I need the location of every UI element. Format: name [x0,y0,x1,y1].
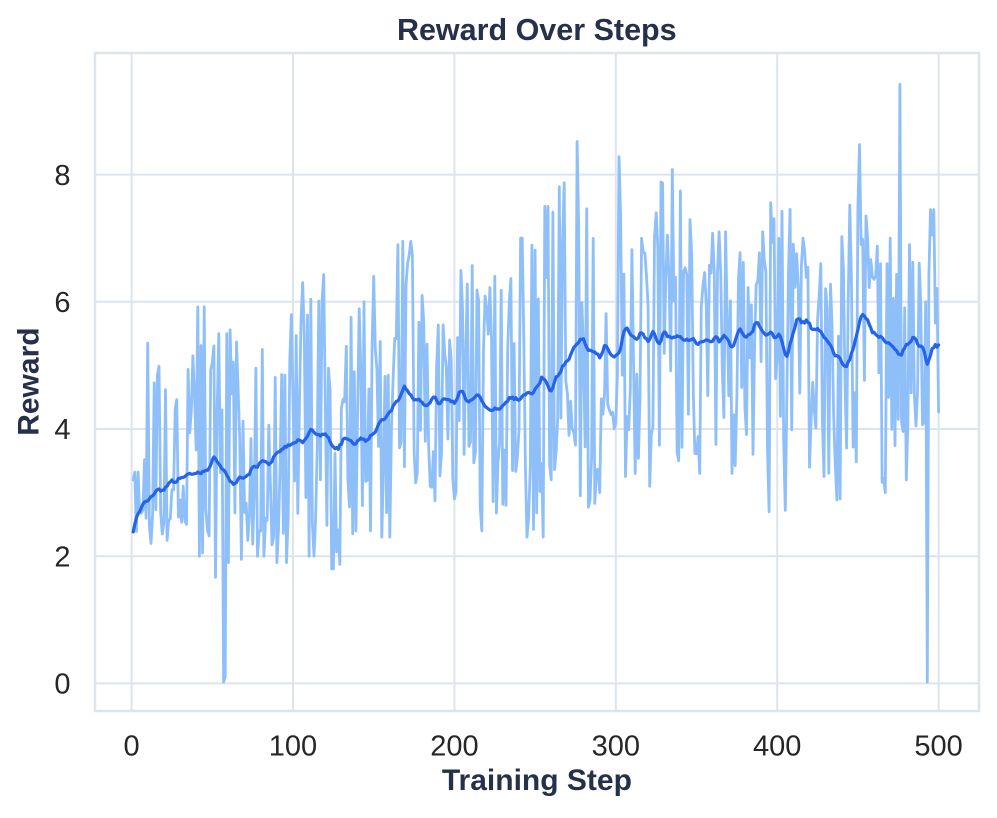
svg-text:0: 0 [54,669,70,701]
svg-text:6: 6 [54,287,70,319]
svg-text:100: 100 [269,731,317,763]
svg-text:Reward: Reward [13,327,46,435]
svg-text:Reward Over Steps: Reward Over Steps [397,13,677,47]
svg-text:200: 200 [430,731,478,763]
svg-text:0: 0 [124,731,140,763]
svg-text:8: 8 [54,160,70,192]
svg-text:500: 500 [914,731,962,763]
svg-text:4: 4 [54,414,70,446]
svg-text:Training Step: Training Step [442,764,632,797]
svg-text:400: 400 [753,731,801,763]
svg-text:300: 300 [592,731,640,763]
svg-text:2: 2 [54,541,70,573]
